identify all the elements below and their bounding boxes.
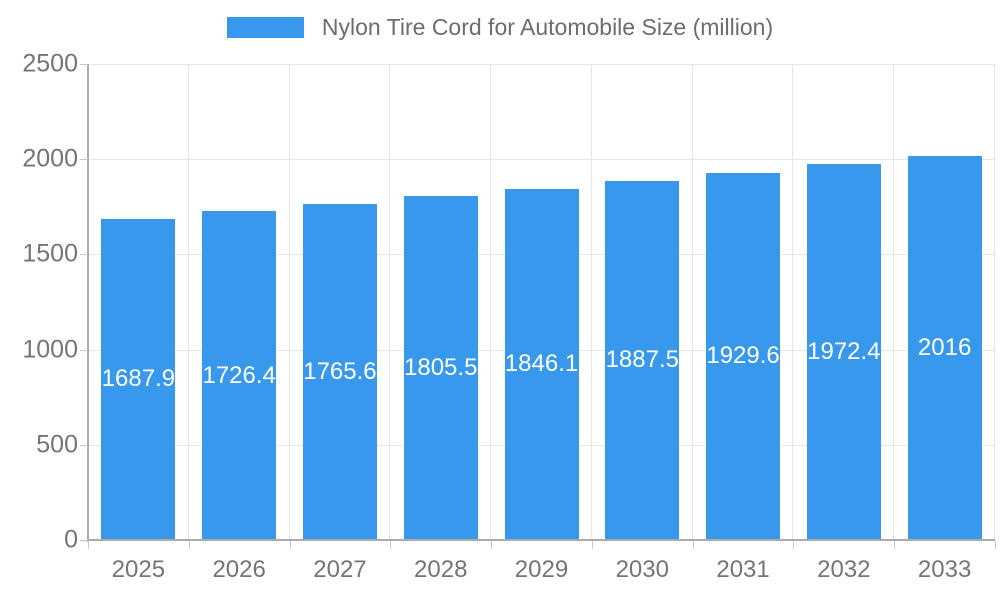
- bar-value-label: 1765.6: [303, 357, 377, 385]
- grid-line-vertical: [591, 64, 592, 540]
- legend-label: Nylon Tire Cord for Automobile Size (mil…: [321, 14, 774, 40]
- y-axis-tick-label: 1500: [22, 239, 78, 268]
- bar[interactable]: [302, 203, 377, 540]
- bar[interactable]: [706, 172, 781, 540]
- x-axis-tick: [894, 541, 895, 549]
- grid-line-vertical: [792, 64, 793, 540]
- x-axis-tick-label: 2032: [817, 556, 871, 583]
- bar-value-label: 2016: [917, 334, 972, 362]
- bar[interactable]: [504, 188, 579, 540]
- y-axis-line: [87, 64, 89, 542]
- y-axis-tick-label: 1000: [22, 335, 78, 364]
- grid-line-vertical: [994, 64, 995, 540]
- grid-line-vertical: [188, 64, 189, 540]
- x-axis-tick: [995, 541, 996, 549]
- grid-line-horizontal: [88, 64, 995, 65]
- x-axis-tick: [189, 541, 190, 549]
- x-axis-tick: [390, 541, 391, 549]
- x-axis-tick: [491, 541, 492, 549]
- bar-value-label: 1929.6: [706, 342, 780, 370]
- x-axis-tick-label: 2033: [917, 556, 972, 583]
- x-axis-tick-label: 2028: [414, 556, 468, 583]
- bar-value-label: 1726.4: [202, 361, 276, 389]
- x-axis-tick-label: 2027: [313, 556, 367, 583]
- y-axis-tick: [80, 159, 88, 161]
- bar[interactable]: [101, 218, 176, 540]
- x-axis-line: [87, 539, 995, 541]
- x-axis-tick-label: 2031: [716, 556, 770, 583]
- grid-line-vertical: [692, 64, 693, 540]
- bar[interactable]: [806, 164, 881, 540]
- plot-area: 1687.9 1726.4 1765.6 1805.5 1846.1 1887.5 1929…: [88, 64, 995, 540]
- x-axis-tick-label: 2029: [514, 556, 569, 583]
- x-axis-tick: [693, 541, 694, 549]
- y-axis-tick-label: 0: [64, 525, 78, 554]
- y-axis-tick: [80, 64, 88, 65]
- x-axis-tick-label: 2025: [111, 556, 166, 583]
- grid-line-vertical: [893, 64, 894, 540]
- bar-value-label: 1687.9: [101, 365, 176, 393]
- x-axis-tick: [793, 541, 794, 549]
- bar-value-label: 1972.4: [807, 338, 881, 366]
- grid-line-horizontal: [88, 159, 995, 161]
- bar[interactable]: [907, 156, 982, 540]
- y-axis-tick: [80, 540, 88, 541]
- grid-line-vertical: [490, 64, 491, 540]
- bar[interactable]: [403, 196, 478, 540]
- y-axis-tick: [80, 444, 88, 446]
- x-axis-tick-label: 2030: [615, 556, 669, 583]
- y-axis-tick-label: 2000: [22, 144, 78, 173]
- legend-swatch[interactable]: [226, 17, 304, 38]
- y-axis-tick: [80, 349, 88, 351]
- y-axis-tick: [80, 254, 88, 256]
- x-axis-tick: [88, 541, 89, 549]
- grid-line-vertical: [289, 64, 290, 540]
- bar[interactable]: [202, 211, 277, 540]
- legend[interactable]: Nylon Tire Cord for Automobile Size (mil…: [0, 14, 1000, 41]
- bar-value-label: 1846.1: [504, 350, 579, 378]
- y-axis-tick-label: 500: [36, 430, 78, 459]
- bar-value-label: 1805.5: [404, 354, 478, 382]
- x-axis-tick-label: 2026: [212, 556, 266, 583]
- x-axis-tick: [290, 541, 291, 549]
- bar-value-label: 1887.5: [605, 346, 679, 374]
- x-axis-tick: [592, 541, 593, 549]
- bar[interactable]: [605, 180, 680, 540]
- grid-line-vertical: [389, 64, 390, 540]
- y-axis-tick-label: 2500: [22, 49, 78, 78]
